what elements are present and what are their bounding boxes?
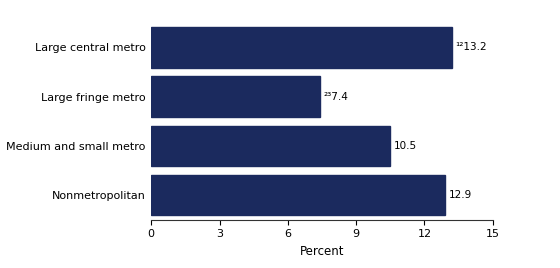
Text: 10.5: 10.5 [394, 141, 417, 151]
Bar [151, 76, 320, 117]
Bar [151, 175, 445, 215]
Text: 12.9: 12.9 [449, 190, 472, 200]
Text: ²³7.4: ²³7.4 [323, 92, 348, 102]
Bar [151, 126, 390, 166]
X-axis label: Percent: Percent [300, 245, 344, 258]
Bar [151, 27, 452, 68]
Text: ¹²13.2: ¹²13.2 [455, 42, 487, 53]
